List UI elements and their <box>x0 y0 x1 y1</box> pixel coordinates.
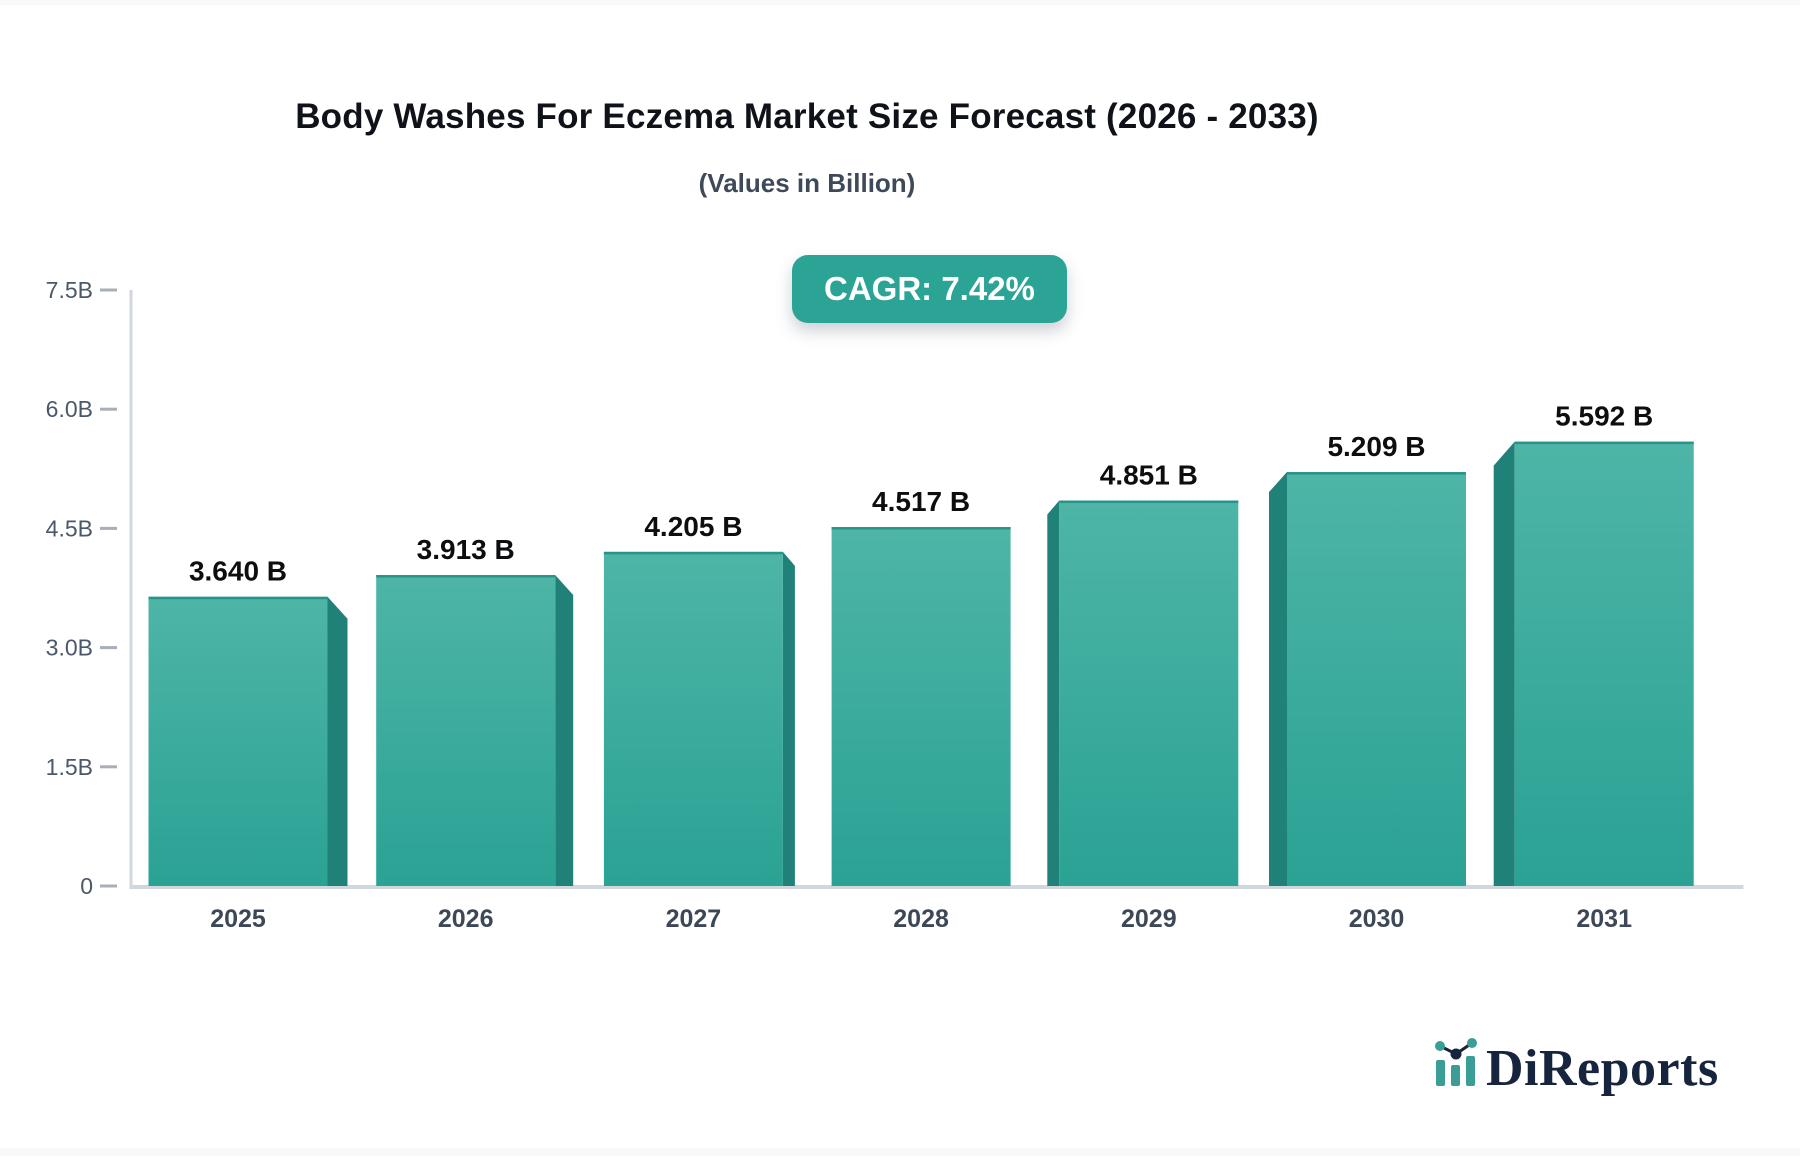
direports-logo-icon <box>1434 1032 1478 1095</box>
bar <box>1287 472 1466 886</box>
bar-side-face <box>1493 441 1515 886</box>
cagr-badge: CAGR: 7.42% <box>792 255 1067 323</box>
chart-title: Body Washes For Eczema Market Size Forec… <box>295 97 1319 136</box>
bar-side-face <box>1047 500 1060 886</box>
bar-top-edge <box>1514 441 1694 445</box>
bar <box>1514 441 1694 886</box>
y-tick-label: 7.5B <box>46 277 93 303</box>
bar-value-label: 5.209 B <box>1327 431 1425 462</box>
y-tick-label: 4.5B <box>46 515 93 541</box>
bar-side-face <box>1269 472 1287 886</box>
y-tick-label: 0 <box>80 873 93 899</box>
y-tick-label: 1.5B <box>46 754 93 780</box>
bar-value-label: 4.851 B <box>1100 460 1198 491</box>
bar-top-edge <box>1287 472 1466 475</box>
x-axis-label: 2025 <box>210 905 266 933</box>
y-tick <box>100 884 117 888</box>
bar-top-edge <box>603 551 783 555</box>
y-tick-label: 3.0B <box>46 635 93 661</box>
x-axis-label: 2031 <box>1576 905 1632 933</box>
bar-value-label: 4.205 B <box>644 511 742 542</box>
y-tick <box>100 526 117 530</box>
y-tick-label: 6.0B <box>46 396 93 422</box>
x-axis-label: 2027 <box>666 905 722 933</box>
x-axis-line <box>129 885 1744 889</box>
bar-side-face <box>327 596 348 886</box>
bar-top-edge <box>1059 500 1239 504</box>
chart-subtitle: (Values in Billion) <box>698 168 916 198</box>
bar-top-edge <box>831 527 1011 530</box>
bar <box>603 551 783 886</box>
bar-value-label: 3.913 B <box>417 534 515 565</box>
x-axis-label: 2028 <box>893 905 949 933</box>
bar <box>148 596 328 886</box>
bar-top-edge <box>376 575 556 578</box>
y-tick <box>100 765 117 769</box>
y-tick <box>100 407 117 411</box>
y-axis-line <box>129 290 133 888</box>
bar-value-label: 3.640 B <box>189 556 287 587</box>
bar-side-face <box>555 575 574 886</box>
bar-top-edge <box>148 596 328 600</box>
y-tick <box>100 646 117 650</box>
y-tick <box>100 288 117 292</box>
x-axis-label: 2029 <box>1121 905 1177 933</box>
x-axis-label: 2030 <box>1349 905 1405 933</box>
bar-side-face <box>782 551 795 886</box>
bar <box>831 527 1011 886</box>
bar-value-label: 5.592 B <box>1555 401 1653 432</box>
brand-logo: DiReports <box>1434 1032 1719 1095</box>
page-edge-bottom <box>0 1148 1800 1156</box>
brand-logo-text: DiReports <box>1486 1040 1719 1097</box>
page-edge-top <box>0 0 1800 5</box>
bar-value-label: 4.517 B <box>872 486 970 517</box>
x-axis-label: 2026 <box>438 905 494 933</box>
bar <box>1059 500 1239 886</box>
bar <box>376 575 556 886</box>
